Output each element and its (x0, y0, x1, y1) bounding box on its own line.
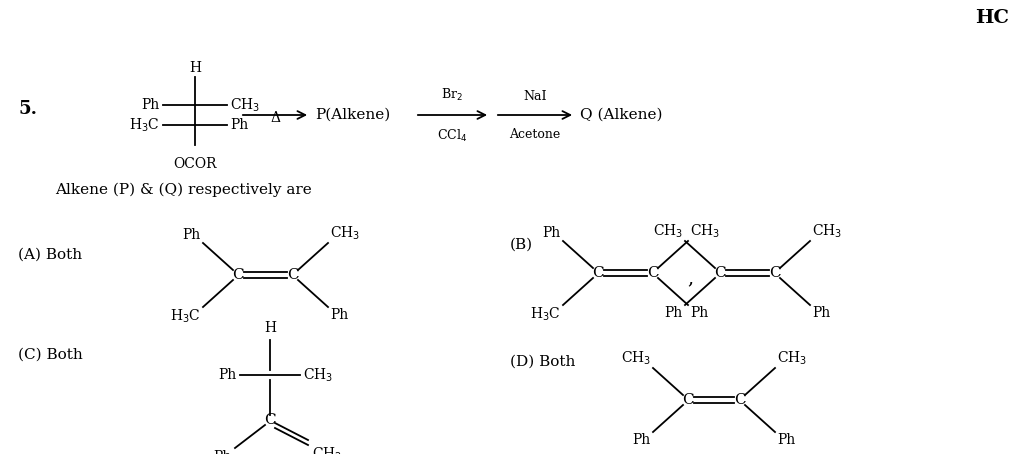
Text: CH$_3$: CH$_3$ (777, 350, 807, 367)
Text: C: C (287, 268, 299, 282)
Text: Q (Alkene): Q (Alkene) (580, 108, 663, 122)
Text: (C) Both: (C) Both (18, 348, 83, 362)
Text: HC: HC (975, 9, 1009, 27)
Text: C: C (682, 393, 694, 407)
Text: Ph: Ph (665, 306, 683, 320)
Text: NaI: NaI (523, 90, 547, 103)
Text: C: C (264, 413, 275, 427)
Text: CCl$_4$: CCl$_4$ (437, 128, 467, 144)
Text: C: C (647, 266, 658, 280)
Text: Ph: Ph (141, 98, 160, 112)
Text: CH$_3$: CH$_3$ (330, 225, 360, 242)
Text: 5.: 5. (18, 100, 37, 118)
Text: Ph: Ph (230, 118, 248, 132)
Text: C: C (714, 266, 726, 280)
Text: H: H (264, 321, 276, 335)
Text: ,: , (687, 269, 693, 287)
Text: CH$_2$: CH$_2$ (312, 446, 342, 454)
Text: C: C (592, 266, 604, 280)
Text: H: H (189, 61, 201, 75)
Text: H$_3$C: H$_3$C (170, 308, 201, 326)
Text: Ph: Ph (543, 226, 561, 240)
Text: OCOR: OCOR (173, 157, 217, 171)
Text: Ph: Ph (182, 228, 201, 242)
Text: H$_3$C: H$_3$C (530, 306, 561, 323)
Text: (D) Both: (D) Both (510, 355, 575, 369)
Text: C: C (232, 268, 244, 282)
Text: CH$_3$: CH$_3$ (812, 222, 842, 240)
Text: Ph: Ph (330, 308, 348, 322)
Text: H$_3$C: H$_3$C (129, 116, 160, 133)
Text: (B): (B) (510, 238, 534, 252)
Text: Ph: Ph (214, 450, 232, 454)
Text: CH$_3$: CH$_3$ (303, 366, 333, 384)
Text: Alkene (P) & (Q) respectively are: Alkene (P) & (Q) respectively are (55, 183, 311, 197)
Text: C: C (734, 393, 745, 407)
Text: CH$_3$: CH$_3$ (652, 222, 683, 240)
Text: Ph: Ph (219, 368, 237, 382)
Text: CH$_3$: CH$_3$ (621, 350, 651, 367)
Text: Acetone: Acetone (509, 128, 560, 141)
Text: (A) Both: (A) Both (18, 248, 82, 262)
Text: Ph: Ph (633, 433, 651, 447)
Text: Ph: Ph (812, 306, 830, 320)
Text: Ph: Ph (690, 306, 709, 320)
Text: Br$_2$: Br$_2$ (441, 87, 463, 103)
Text: Ph: Ph (777, 433, 796, 447)
Text: C: C (769, 266, 781, 280)
Text: CH$_3$: CH$_3$ (230, 96, 260, 114)
Text: P(Alkene): P(Alkene) (315, 108, 390, 122)
Text: CH$_3$: CH$_3$ (690, 222, 720, 240)
Text: Δ: Δ (270, 111, 280, 125)
